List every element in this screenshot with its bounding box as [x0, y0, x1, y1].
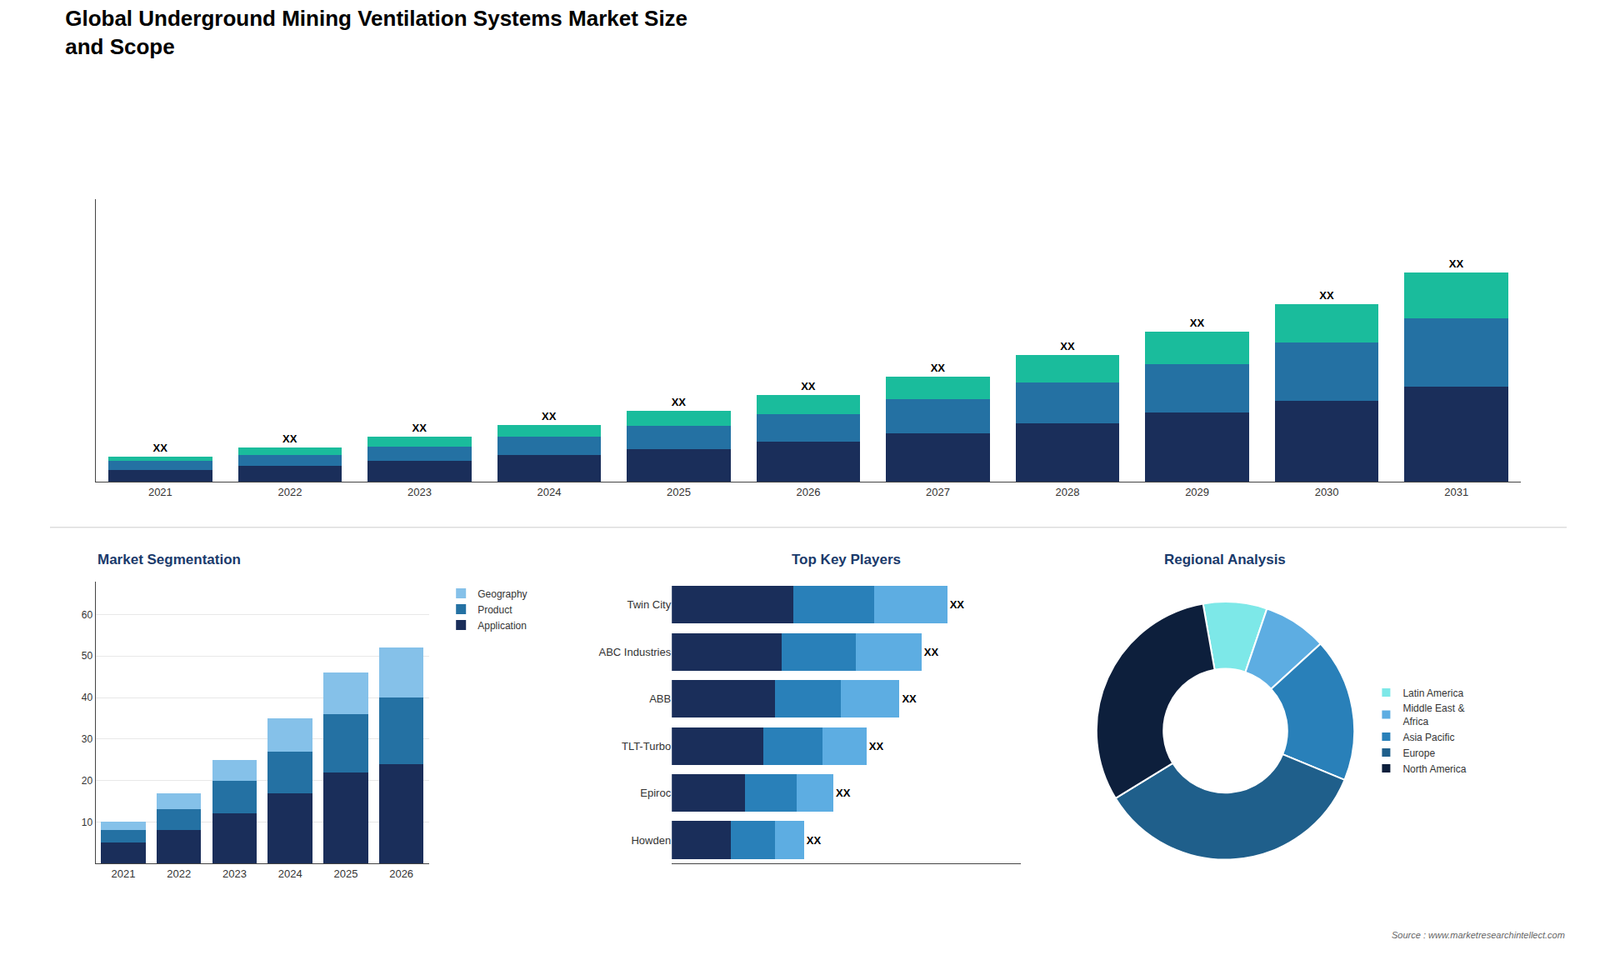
svg-text:Epiroc: Epiroc	[640, 786, 671, 800]
svg-text:Regional Analysis: Regional Analysis	[1164, 551, 1286, 568]
svg-text:Product: Product	[477, 604, 513, 616]
svg-text:2021: 2021	[111, 867, 136, 880]
svg-text:2024: 2024	[536, 485, 561, 499]
svg-text:2023: 2023	[222, 867, 247, 880]
svg-text:XX: XX	[869, 740, 885, 753]
svg-text:2022: 2022	[277, 485, 302, 499]
svg-text:TLT-Turbo: TLT-Turbo	[621, 740, 671, 753]
svg-text:10: 10	[81, 816, 94, 829]
svg-text:XX: XX	[1060, 340, 1075, 353]
svg-text:Twin City: Twin City	[626, 598, 671, 611]
svg-text:2024: 2024	[278, 867, 303, 880]
svg-text:2025: 2025	[333, 867, 358, 880]
svg-text:XX: XX	[541, 410, 557, 423]
svg-text:2027: 2027	[925, 485, 950, 499]
svg-text:Application: Application	[477, 620, 527, 632]
svg-text:2030: 2030	[1315, 485, 1340, 499]
svg-text:XX: XX	[153, 441, 169, 455]
svg-text:XX: XX	[930, 361, 946, 375]
svg-text:Asia Pacific: Asia Pacific	[1402, 731, 1455, 744]
svg-text:2029: 2029	[1185, 485, 1210, 499]
svg-text:60: 60	[81, 609, 94, 621]
svg-text:2026: 2026	[389, 867, 414, 880]
svg-text:Geography: Geography	[477, 588, 527, 600]
svg-text:20: 20	[81, 775, 94, 787]
svg-text:2021: 2021	[148, 485, 173, 499]
svg-text:2023: 2023	[407, 485, 432, 499]
svg-text:XX: XX	[282, 432, 298, 445]
svg-text:ABB: ABB	[649, 692, 671, 705]
svg-text:XX: XX	[901, 692, 917, 705]
svg-text:XX: XX	[1449, 257, 1465, 270]
svg-text:Top Key Players: Top Key Players	[791, 551, 901, 568]
svg-text:2022: 2022	[166, 867, 191, 880]
svg-text:2025: 2025	[666, 485, 691, 499]
svg-text:Middle East &Africa: Middle East &Africa	[1402, 702, 1465, 728]
svg-text:40: 40	[81, 691, 94, 704]
svg-text:Global Underground Mining Vent: Global Underground Mining Ventilation Sy…	[65, 5, 688, 60]
svg-text:2028: 2028	[1055, 485, 1080, 499]
svg-text:Market Segmentation: Market Segmentation	[97, 551, 241, 568]
svg-text:XX: XX	[1319, 289, 1335, 302]
svg-text:2031: 2031	[1444, 485, 1469, 499]
svg-text:Source : www.marketresearchint: Source : www.marketresearchintellect.com	[1391, 930, 1565, 940]
svg-text:ABC Industries: ABC Industries	[598, 645, 671, 659]
svg-text:XX: XX	[924, 645, 940, 659]
svg-text:XX: XX	[950, 598, 965, 611]
svg-text:Europe: Europe	[1402, 747, 1435, 760]
svg-text:XX: XX	[412, 421, 428, 435]
svg-text:Howden: Howden	[630, 834, 671, 847]
svg-text:XX: XX	[835, 786, 851, 800]
svg-text:XX: XX	[671, 395, 687, 409]
svg-text:XX: XX	[800, 380, 816, 393]
svg-text:XX: XX	[806, 834, 822, 847]
svg-text:50: 50	[81, 650, 94, 662]
svg-text:2026: 2026	[796, 485, 821, 499]
svg-text:30: 30	[81, 733, 94, 745]
svg-text:XX: XX	[1190, 316, 1205, 330]
svg-text:Latin America: Latin America	[1402, 687, 1464, 700]
svg-text:North America: North America	[1402, 763, 1466, 775]
